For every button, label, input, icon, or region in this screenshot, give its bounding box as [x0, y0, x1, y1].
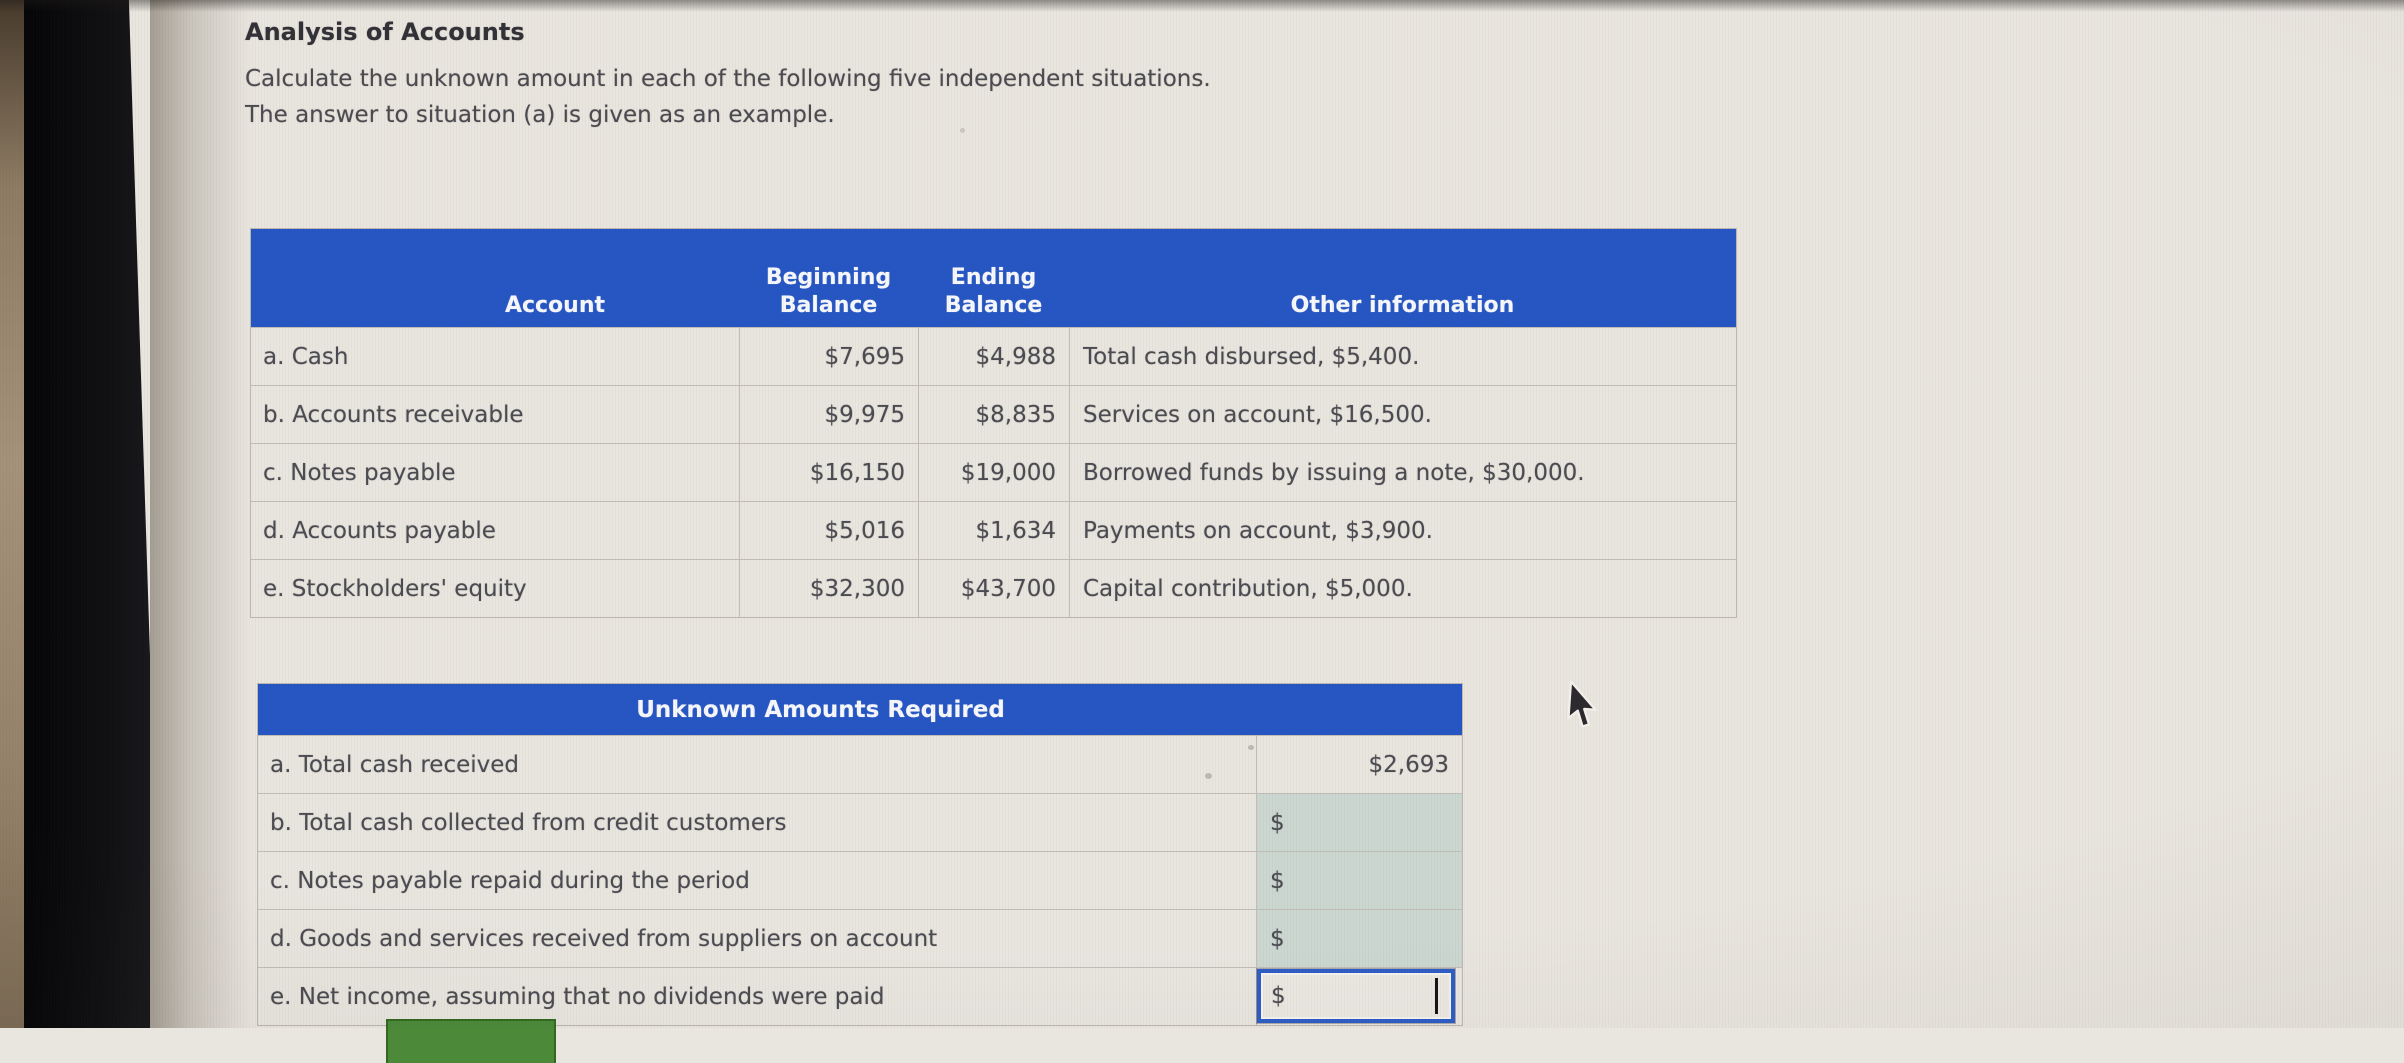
unknown-label-b: b. Total cash collected from credit cust… [258, 793, 1256, 851]
other-information-cell: Borrowed funds by issuing a note, $30,00… [1069, 443, 1736, 501]
ending-balance-cell: $4,988 [918, 327, 1069, 385]
amount-input-e-cell[interactable]: $ [1256, 967, 1463, 1025]
currency-symbol: $ [1270, 809, 1285, 836]
amount-input-b[interactable]: $ [1256, 793, 1463, 851]
table-row: c. Notes payable repaid during the perio… [258, 851, 1463, 909]
instructions-line-2: The answer to situation (a) is given as … [245, 102, 835, 128]
table-row: b. Accounts receivable $9,975 $8,835 Ser… [251, 385, 1736, 443]
unknown-label-e: e. Net income, assuming that no dividend… [258, 967, 1256, 1025]
account-cell: b. Accounts receivable [251, 385, 739, 443]
beginning-balance-cell: $7,695 [739, 327, 918, 385]
table-row: a. Cash $7,695 $4,988 Total cash disburs… [251, 327, 1736, 385]
amount-input-d[interactable]: $ [1256, 909, 1463, 967]
table-row: e. Net income, assuming that no dividend… [258, 967, 1463, 1025]
table-row: d. Accounts payable $5,016 $1,634 Paymen… [251, 501, 1736, 559]
monitor-bezel [24, 0, 162, 1028]
header-ending-balance: Ending Balance [918, 229, 1069, 327]
other-information-cell: Total cash disbursed, $5,400. [1069, 327, 1736, 385]
header-account: Account [251, 229, 739, 327]
dust-speck [1205, 773, 1212, 779]
beginning-balance-cell: $9,975 [739, 385, 918, 443]
table-row: b. Total cash collected from credit cust… [258, 793, 1463, 851]
beginning-balance-cell: $5,016 [739, 501, 918, 559]
currency-symbol: $ [1270, 925, 1285, 952]
instructions-line-1: Calculate the unknown amount in each of … [245, 66, 1211, 92]
given-answer-a: $2,693 [1256, 735, 1463, 793]
header-beginning-balance: Beginning Balance [739, 229, 918, 327]
screen-scratch [604, 988, 606, 1002]
ending-balance-cell: $1,634 [918, 501, 1069, 559]
header-other-information: Other information [1069, 229, 1736, 327]
photo-top-shadow [0, 0, 2404, 12]
currency-symbol: $ [1271, 983, 1286, 1009]
other-information-cell: Services on account, $16,500. [1069, 385, 1736, 443]
other-information-cell: Payments on account, $3,900. [1069, 501, 1736, 559]
beginning-balance-cell: $32,300 [739, 559, 918, 617]
dust-speck [1248, 745, 1254, 750]
screen-edge-shadow [150, 0, 250, 1028]
text-caret [1435, 978, 1439, 1014]
table-row: e. Stockholders' equity $32,300 $43,700 … [251, 559, 1736, 617]
account-cell: d. Accounts payable [251, 501, 739, 559]
accounts-table-header-row: Account Beginning Balance Ending Balance… [251, 229, 1736, 327]
unknown-table-header-row: Unknown Amounts Required [258, 684, 1463, 735]
ending-balance-cell: $43,700 [918, 559, 1069, 617]
currency-symbol: $ [1270, 867, 1285, 894]
unknown-label-d: d. Goods and services received from supp… [258, 909, 1256, 967]
accounts-table: Account Beginning Balance Ending Balance… [250, 228, 1737, 618]
other-information-cell: Capital contribution, $5,000. [1069, 559, 1736, 617]
page-title: Analysis of Accounts [245, 18, 525, 46]
unknown-table-title: Unknown Amounts Required [258, 684, 1463, 735]
account-cell: e. Stockholders' equity [251, 559, 739, 617]
amount-input-e[interactable]: $ [1257, 969, 1456, 1023]
unknown-label-c: c. Notes payable repaid during the perio… [258, 851, 1256, 909]
ending-balance-cell: $8,835 [918, 385, 1069, 443]
account-cell: c. Notes payable [251, 443, 739, 501]
beginning-balance-cell: $16,150 [739, 443, 918, 501]
table-row: a. Total cash received $2,693 [258, 735, 1463, 793]
green-button[interactable] [386, 1019, 556, 1063]
table-row: d. Goods and services received from supp… [258, 909, 1463, 967]
dust-speck [960, 128, 965, 133]
unknown-amounts-table: Unknown Amounts Required a. Total cash r… [257, 683, 1464, 1026]
account-cell: a. Cash [251, 327, 739, 385]
arrow-cursor [1567, 680, 1597, 728]
table-row: c. Notes payable $16,150 $19,000 Borrowe… [251, 443, 1736, 501]
ending-balance-cell: $19,000 [918, 443, 1069, 501]
unknown-label-a: a. Total cash received [258, 735, 1256, 793]
amount-input-c[interactable]: $ [1256, 851, 1463, 909]
